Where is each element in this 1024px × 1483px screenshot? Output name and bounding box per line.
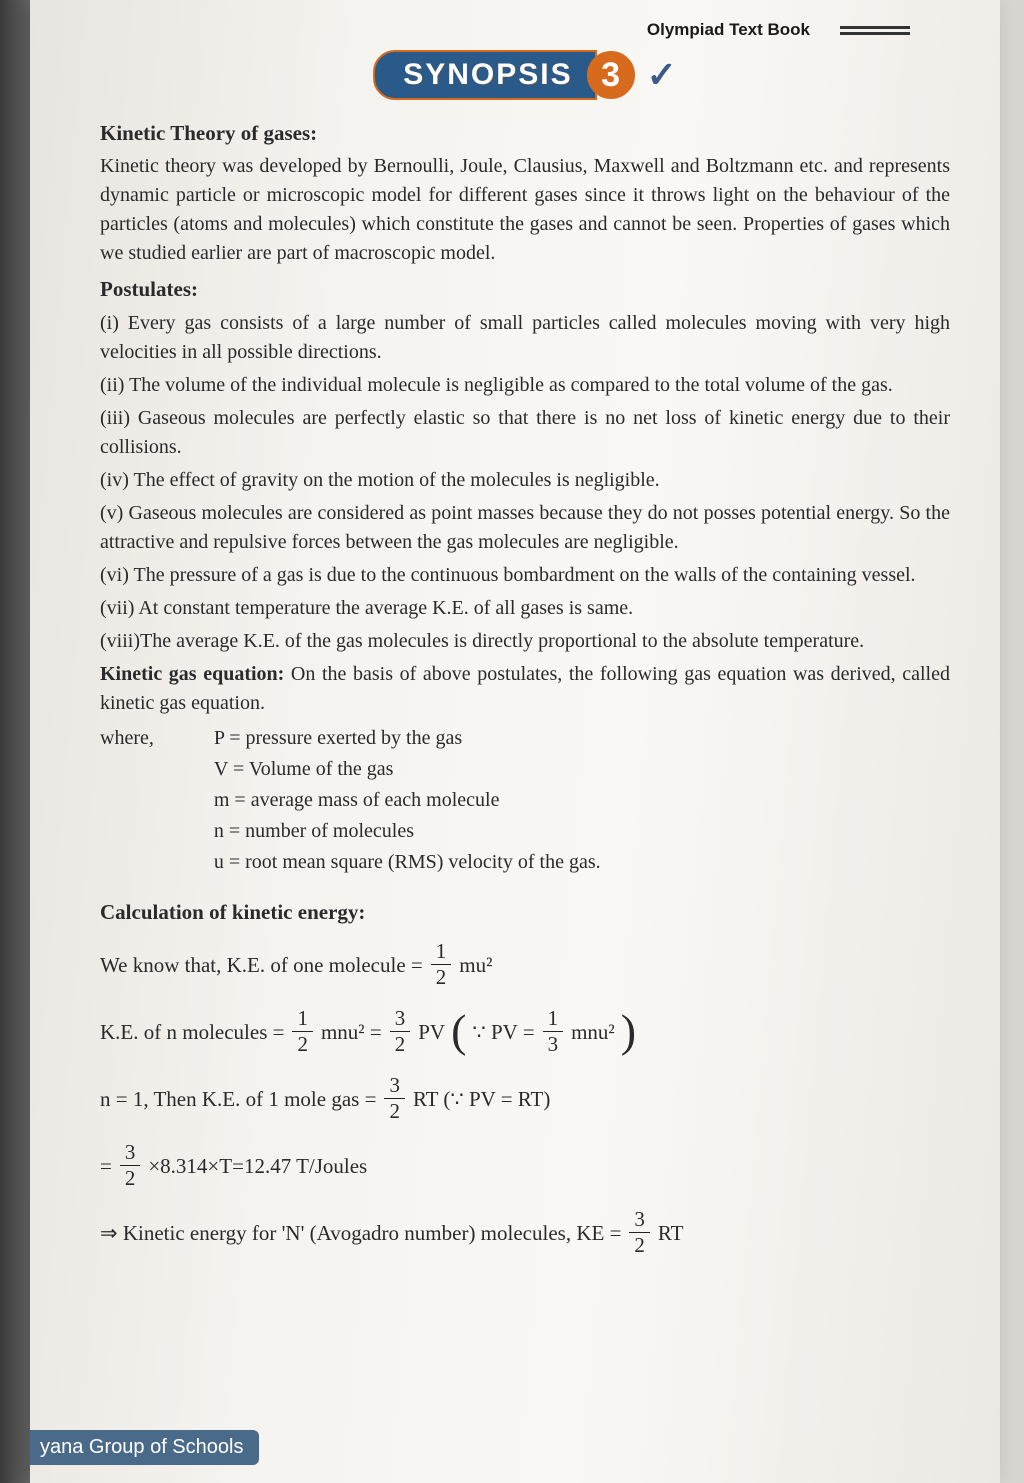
postulate-item: (iii) Gaseous molecules are perfectly el… (100, 404, 950, 462)
content: Kinetic Theory of gases: Kinetic theory … (100, 118, 950, 1256)
eq-text: mnu² (571, 1017, 615, 1047)
where-label: where, (100, 724, 154, 887)
eq-text: We know that, K.E. of one molecule = (100, 950, 423, 980)
fraction-three-half: 3 2 (629, 1209, 650, 1256)
postulate-item: (vi) The pressure of a gas is due to the… (100, 561, 950, 590)
fraction-three-half: 3 2 (390, 1008, 411, 1055)
left-paren-icon: ( (451, 1013, 466, 1050)
fraction-half: 1 2 (292, 1008, 313, 1055)
definition-row: m = average mass of each molecule (214, 786, 601, 815)
page-header: Olympiad Text Book (100, 20, 950, 40)
calc-title: Calculation of kinetic energy: (100, 897, 950, 927)
eq-text: RT (∵ PV = RT) (413, 1084, 550, 1114)
binding-shadow (0, 0, 30, 1483)
eq-text: mnu² = (321, 1017, 382, 1047)
right-paren-icon: ) (621, 1013, 636, 1050)
intro-paragraph: Kinetic theory was developed by Bernoull… (100, 152, 950, 268)
equation-ke-one-mole: n = 1, Then K.E. of 1 mole gas = 3 2 RT … (100, 1075, 950, 1122)
eq-text: ×8.314×T=12.47 T/Joules (148, 1151, 367, 1181)
postulate-item: (viii)The average K.E. of the gas molecu… (100, 627, 950, 656)
footer-badge: yana Group of Schools (30, 1430, 259, 1465)
section-title: Kinetic Theory of gases: (100, 118, 950, 148)
checkmark-icon: ✓ (647, 54, 677, 96)
kinetic-gas-equation: Kinetic gas equation: On the basis of ab… (100, 660, 950, 718)
eq-text: ∵ PV = (472, 1017, 534, 1047)
eq-text: PV (418, 1017, 445, 1047)
synopsis-badge-row: SYNOPSIS 3 ✓ (100, 50, 950, 100)
synopsis-label: SYNOPSIS (373, 50, 596, 100)
equation-ke-one-molecule: We know that, K.E. of one molecule = 1 2… (100, 941, 950, 988)
definition-row: n = number of molecules (214, 817, 601, 846)
definition-row: V = Volume of the gas (214, 755, 601, 784)
eq-text: RT (658, 1218, 684, 1248)
synopsis-number: 3 (587, 51, 635, 99)
fraction-three-half: 3 2 (120, 1142, 141, 1189)
synopsis-badge: SYNOPSIS 3 (373, 50, 634, 100)
postulate-item: (v) Gaseous molecules are considered as … (100, 499, 950, 557)
postulate-item: (i) Every gas consists of a large number… (100, 309, 950, 367)
fraction-three-half: 3 2 (384, 1075, 405, 1122)
postulate-item: (ii) The volume of the individual molecu… (100, 371, 950, 400)
eq-text: K.E. of n molecules = (100, 1017, 284, 1047)
fraction-one-third: 1 3 (543, 1008, 564, 1055)
definition-row: u = root mean square (RMS) velocity of t… (214, 848, 601, 877)
equation-numeric: = 3 2 ×8.314×T=12.47 T/Joules (100, 1142, 950, 1189)
eq-text: mu² (459, 950, 492, 980)
header-lines-icon (840, 26, 910, 35)
equation-ke-avogadro: ⇒ Kinetic energy for 'N' (Avogadro numbe… (100, 1209, 950, 1256)
page: Olympiad Text Book SYNOPSIS 3 ✓ Kinetic … (30, 0, 1000, 1483)
fraction-half: 1 2 (431, 941, 452, 988)
eq-text: n = 1, Then K.E. of 1 mole gas = (100, 1084, 376, 1114)
postulate-item: (vii) At constant temperature the averag… (100, 594, 950, 623)
kge-title: Kinetic gas equation: (100, 663, 284, 685)
book-title: Olympiad Text Book (647, 20, 810, 40)
postulate-item: (iv) The effect of gravity on the motion… (100, 466, 950, 495)
eq-text: ⇒ Kinetic energy for 'N' (Avogadro numbe… (100, 1218, 621, 1248)
where-block: where, P = pressure exerted by the gas V… (100, 724, 950, 887)
definition-row: P = pressure exerted by the gas (214, 724, 601, 753)
postulates-title: Postulates: (100, 274, 950, 304)
eq-text: = (100, 1151, 112, 1181)
equation-ke-n-molecules: K.E. of n molecules = 1 2 mnu² = 3 2 PV … (100, 1008, 950, 1055)
